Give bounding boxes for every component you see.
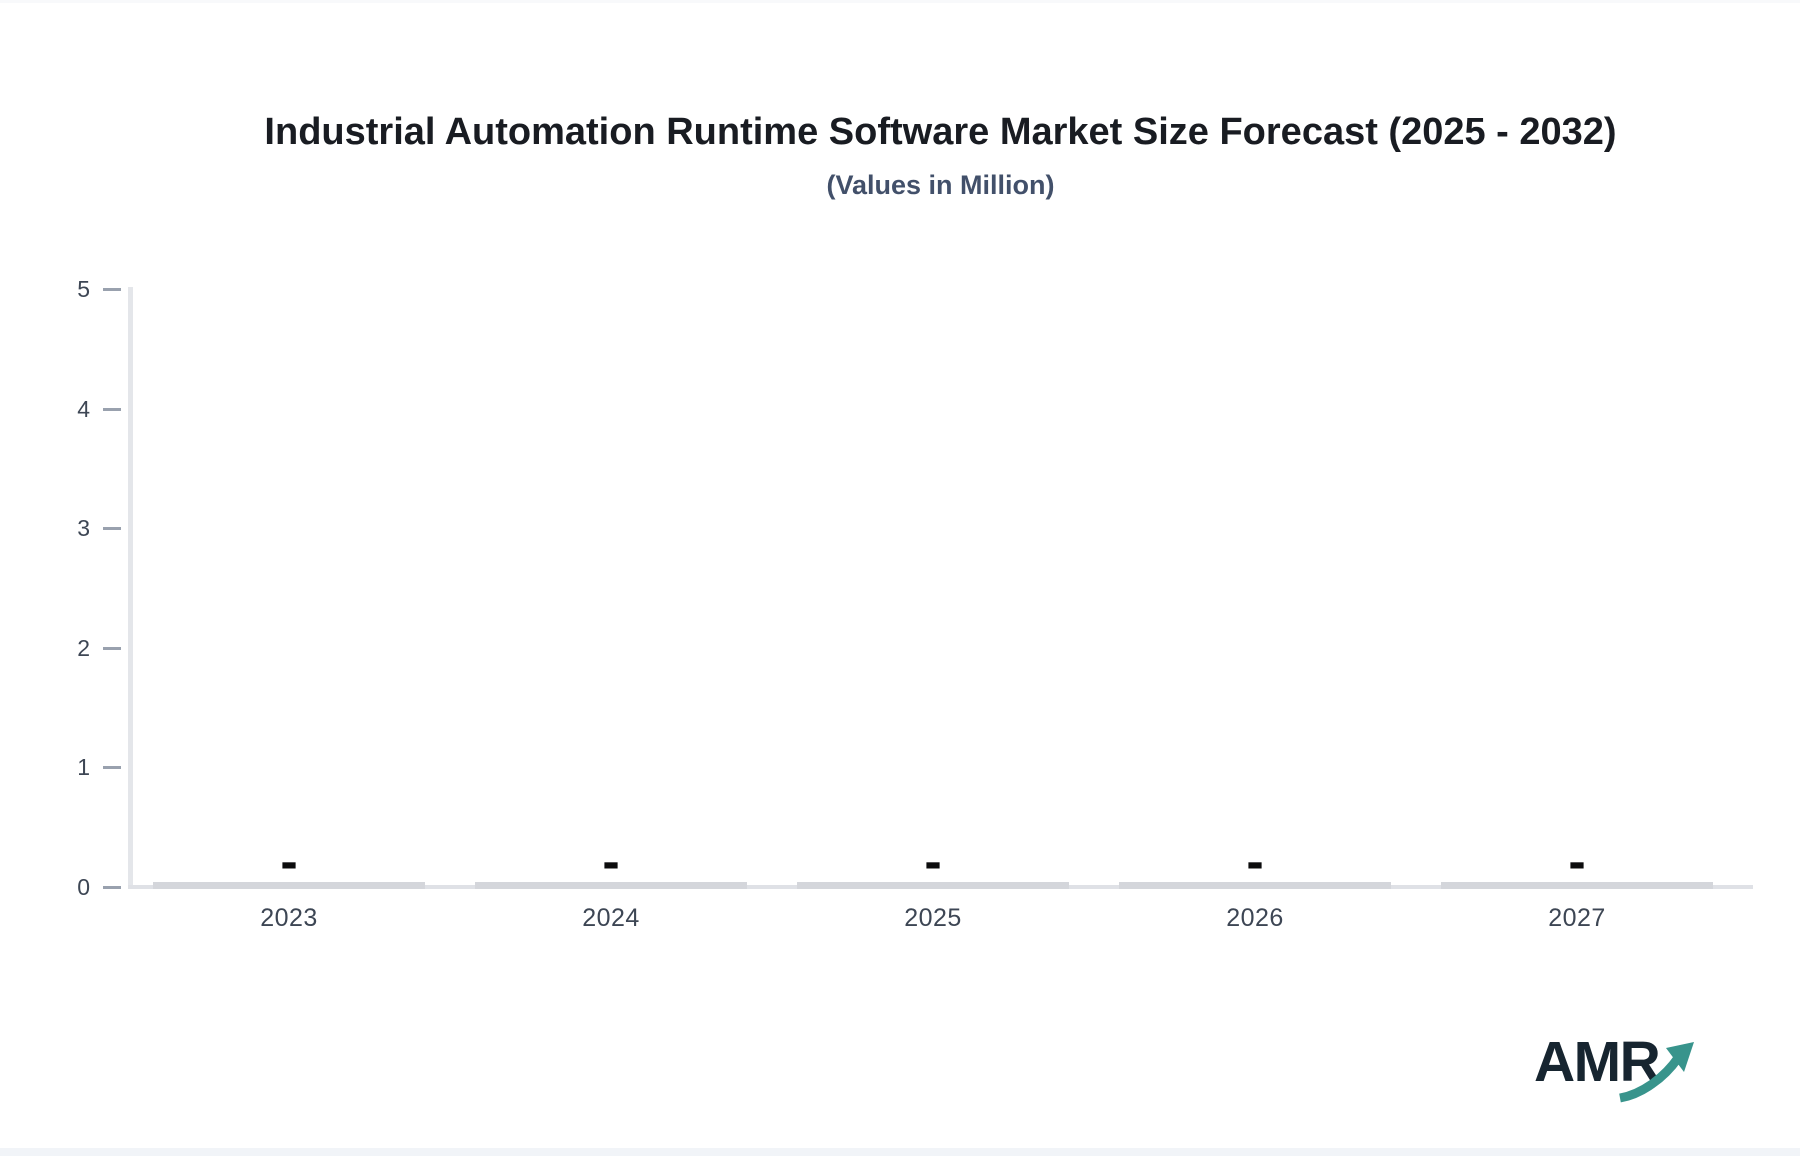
y-tick-label: 3: [77, 515, 90, 541]
x-tick-label: 2026: [1226, 904, 1284, 932]
y-tick-label: 2: [77, 635, 90, 661]
x-tick-label: 2027: [1548, 904, 1606, 932]
null-value-label: -: [280, 833, 298, 891]
y-axis-line: [128, 287, 133, 889]
y-tick-mark: [103, 288, 121, 291]
x-tick-label: 2023: [260, 904, 318, 932]
null-value-label: -: [1568, 833, 1586, 891]
bar: [1441, 882, 1713, 889]
y-tick-label: 0: [77, 874, 90, 900]
y-tick-mark: [103, 527, 121, 530]
y-tick-mark: [103, 408, 121, 411]
bar: [475, 882, 747, 889]
amr-logo: AMR: [1528, 1032, 1728, 1132]
bar: [1119, 882, 1391, 889]
y-tick-label: 5: [77, 276, 90, 302]
null-value-label: -: [924, 833, 942, 891]
chart-title: Industrial Automation Runtime Software M…: [264, 111, 1617, 153]
logo-text: AMR: [1534, 1030, 1661, 1094]
top-strip: [0, 0, 1800, 3]
null-value-label: -: [1246, 833, 1264, 891]
y-tick-label: 4: [77, 396, 90, 422]
y-tick-mark: [103, 886, 121, 889]
x-tick-label: 2024: [582, 904, 640, 932]
y-tick-label: 1: [77, 754, 90, 780]
chart-subtitle: (Values in Million): [826, 170, 1055, 200]
bar: [797, 882, 1069, 889]
growth-arrow-icon: [1619, 1042, 1694, 1103]
y-tick-mark: [103, 766, 121, 769]
null-value-label: -: [602, 833, 620, 891]
bottom-strip: [0, 1148, 1800, 1156]
x-tick-label: 2025: [904, 904, 962, 932]
bar: [153, 882, 425, 889]
y-tick-mark: [103, 647, 121, 650]
